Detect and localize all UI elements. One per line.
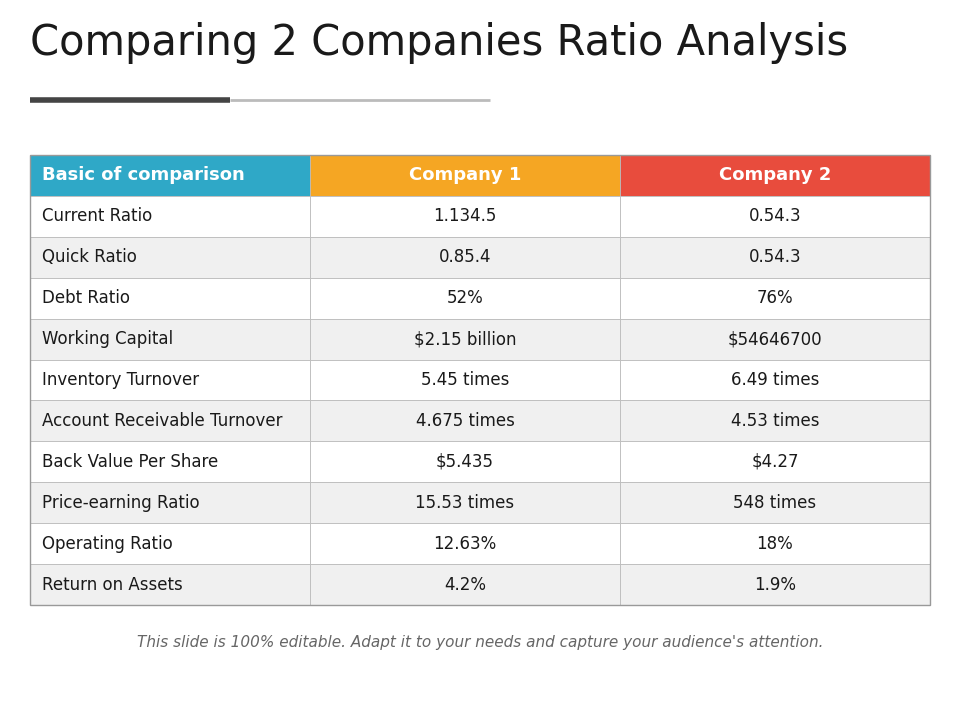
Bar xyxy=(620,564,930,605)
Text: 0.54.3: 0.54.3 xyxy=(749,248,802,266)
Text: 76%: 76% xyxy=(756,289,793,307)
Bar xyxy=(620,441,930,482)
Bar xyxy=(310,564,620,605)
Text: Comparing 2 Companies Ratio Analysis: Comparing 2 Companies Ratio Analysis xyxy=(30,22,848,64)
Bar xyxy=(620,523,930,564)
Bar xyxy=(310,155,620,196)
Bar xyxy=(30,482,310,523)
Text: 1.134.5: 1.134.5 xyxy=(433,207,496,225)
Text: Quick Ratio: Quick Ratio xyxy=(42,248,137,266)
Text: Inventory Turnover: Inventory Turnover xyxy=(42,371,199,389)
Text: 4.2%: 4.2% xyxy=(444,575,486,593)
Text: 12.63%: 12.63% xyxy=(433,535,496,553)
Text: 0.54.3: 0.54.3 xyxy=(749,207,802,225)
Text: 4.53 times: 4.53 times xyxy=(731,412,819,430)
Bar xyxy=(620,482,930,523)
Bar xyxy=(310,196,620,237)
Bar xyxy=(30,155,310,196)
Text: Company 1: Company 1 xyxy=(409,166,521,184)
Text: 18%: 18% xyxy=(756,535,793,553)
Bar xyxy=(620,155,930,196)
Text: Basic of comparison: Basic of comparison xyxy=(42,166,245,184)
Bar xyxy=(30,441,310,482)
Text: $4.27: $4.27 xyxy=(752,453,799,471)
Bar xyxy=(30,523,310,564)
Bar xyxy=(310,359,620,400)
Text: Return on Assets: Return on Assets xyxy=(42,575,182,593)
Text: Price-earning Ratio: Price-earning Ratio xyxy=(42,494,200,512)
Text: Working Capital: Working Capital xyxy=(42,330,173,348)
Bar xyxy=(30,564,310,605)
Bar xyxy=(620,400,930,441)
Text: 15.53 times: 15.53 times xyxy=(416,494,515,512)
Text: This slide is 100% editable. Adapt it to your needs and capture your audience's : This slide is 100% editable. Adapt it to… xyxy=(136,635,824,650)
Text: $2.15 billion: $2.15 billion xyxy=(414,330,516,348)
Text: Operating Ratio: Operating Ratio xyxy=(42,535,173,553)
Text: 4.675 times: 4.675 times xyxy=(416,412,515,430)
Bar xyxy=(310,319,620,359)
Text: Current Ratio: Current Ratio xyxy=(42,207,153,225)
Bar xyxy=(620,278,930,319)
Text: 5.45 times: 5.45 times xyxy=(420,371,509,389)
Text: $5.435: $5.435 xyxy=(436,453,494,471)
Bar xyxy=(620,196,930,237)
Text: Account Receivable Turnover: Account Receivable Turnover xyxy=(42,412,282,430)
Bar xyxy=(310,278,620,319)
Text: $54646700: $54646700 xyxy=(728,330,823,348)
Bar xyxy=(620,237,930,278)
Text: 52%: 52% xyxy=(446,289,484,307)
Bar xyxy=(30,278,310,319)
Text: 1.9%: 1.9% xyxy=(754,575,796,593)
Bar xyxy=(310,400,620,441)
Bar xyxy=(310,441,620,482)
Bar xyxy=(620,319,930,359)
Bar xyxy=(620,359,930,400)
Bar xyxy=(310,482,620,523)
Bar xyxy=(310,237,620,278)
Text: Back Value Per Share: Back Value Per Share xyxy=(42,453,218,471)
Bar xyxy=(30,196,310,237)
Bar xyxy=(30,319,310,359)
Bar xyxy=(30,400,310,441)
Bar xyxy=(30,237,310,278)
Text: 0.85.4: 0.85.4 xyxy=(439,248,492,266)
Bar xyxy=(310,523,620,564)
Text: Debt Ratio: Debt Ratio xyxy=(42,289,130,307)
Bar xyxy=(30,155,930,605)
Bar xyxy=(30,359,310,400)
Text: 6.49 times: 6.49 times xyxy=(731,371,819,389)
Text: 548 times: 548 times xyxy=(733,494,817,512)
Text: Company 2: Company 2 xyxy=(719,166,831,184)
